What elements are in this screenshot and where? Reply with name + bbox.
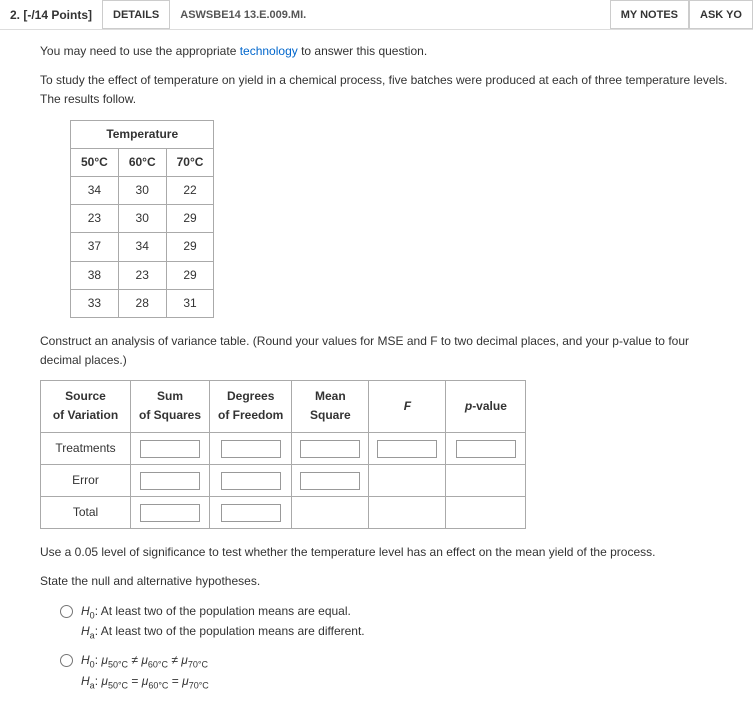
table-cell: 23 (118, 261, 166, 289)
reference-code: ASWSBE14 13.E.009.MI. (170, 9, 316, 21)
hypothesis-radio-a[interactable] (60, 605, 73, 618)
ask-teacher-button[interactable]: ASK YO (689, 0, 753, 29)
table-cell: 30 (118, 176, 166, 204)
group-header: Temperature (71, 120, 214, 148)
error-ms-input[interactable] (300, 472, 360, 490)
hypotheses-prompt: State the null and alternative hypothese… (40, 572, 733, 591)
table-row: 343022 (71, 176, 214, 204)
table-cell: 29 (166, 261, 214, 289)
error-df-input[interactable] (221, 472, 281, 490)
table-cell: 30 (118, 205, 166, 233)
my-notes-button[interactable]: MY NOTES (610, 0, 689, 29)
ha-line: Ha: μ50°C = μ60°C = μ70°C (81, 672, 209, 693)
question-body: You may need to use the appropriate tech… (0, 30, 753, 693)
anova-header-f: F (369, 381, 446, 432)
hypothesis-a-text: H0: At least two of the population means… (81, 602, 365, 644)
table-row: 373429 (71, 233, 214, 261)
table-cell: 31 (166, 289, 214, 317)
table-cell: 22 (166, 176, 214, 204)
details-button[interactable]: DETAILS (102, 0, 170, 29)
hypotheses-options: H0: At least two of the population means… (60, 602, 733, 693)
total-df-input[interactable] (221, 504, 281, 522)
hypothesis-radio-b[interactable] (60, 654, 73, 667)
h0-line: H0: μ50°C ≠ μ60°C ≠ μ70°C (81, 651, 209, 672)
anova-header-p: p-value (446, 381, 526, 432)
tech-prefix: You may need to use the appropriate (40, 44, 240, 58)
table-cell: 38 (71, 261, 119, 289)
table-cell: 28 (118, 289, 166, 317)
hypothesis-b-text: H0: μ50°C ≠ μ60°C ≠ μ70°C Ha: μ50°C = μ6… (81, 651, 209, 693)
col-header-60: 60°C (118, 148, 166, 176)
table-cell: 23 (71, 205, 119, 233)
table-cell: 34 (118, 233, 166, 261)
temperature-data-table: Temperature 50°C 60°C 70°C 343022 233029… (70, 120, 214, 318)
header-right: MY NOTES ASK YO (610, 0, 753, 29)
h0-line: H0: At least two of the population means… (81, 602, 365, 623)
anova-row-label: Treatments (41, 432, 131, 464)
anova-header-ms: MeanSquare (292, 381, 369, 432)
hypothesis-option-a[interactable]: H0: At least two of the population means… (60, 602, 733, 644)
treatments-ss-input[interactable] (140, 440, 200, 458)
error-ss-input[interactable] (140, 472, 200, 490)
hypothesis-option-b[interactable]: H0: μ50°C ≠ μ60°C ≠ μ70°C Ha: μ50°C = μ6… (60, 651, 733, 693)
anova-header-source: Sourceof Variation (41, 381, 131, 432)
table-cell: 29 (166, 233, 214, 261)
anova-row-total: Total (41, 497, 526, 529)
table-row: 332831 (71, 289, 214, 317)
treatments-f-input[interactable] (377, 440, 437, 458)
table-cell: 33 (71, 289, 119, 317)
table-cell: 37 (71, 233, 119, 261)
table-cell: 34 (71, 176, 119, 204)
technology-note: You may need to use the appropriate tech… (40, 42, 733, 61)
significance-text: Use a 0.05 level of significance to test… (40, 543, 733, 562)
treatments-df-input[interactable] (221, 440, 281, 458)
anova-table: Sourceof Variation Sumof Squares Degrees… (40, 380, 526, 529)
anova-instruction: Construct an analysis of variance table.… (40, 332, 733, 370)
points-label: 2. [-/14 Points] (0, 8, 102, 22)
anova-header-df: Degreesof Freedom (210, 381, 292, 432)
treatments-p-input[interactable] (456, 440, 516, 458)
anova-row-label: Total (41, 497, 131, 529)
anova-row-label: Error (41, 464, 131, 496)
ha-line: Ha: At least two of the population means… (81, 622, 365, 643)
table-row: 233029 (71, 205, 214, 233)
table-row: 382329 (71, 261, 214, 289)
table-cell: 29 (166, 205, 214, 233)
technology-link[interactable]: technology (240, 44, 298, 58)
anova-row-treatments: Treatments (41, 432, 526, 464)
col-header-50: 50°C (71, 148, 119, 176)
question-header: 2. [-/14 Points] DETAILS ASWSBE14 13.E.0… (0, 0, 753, 30)
header-left: 2. [-/14 Points] DETAILS ASWSBE14 13.E.0… (0, 0, 316, 29)
total-ss-input[interactable] (140, 504, 200, 522)
scenario-text: To study the effect of temperature on yi… (40, 71, 733, 109)
anova-row-error: Error (41, 464, 526, 496)
col-header-70: 70°C (166, 148, 214, 176)
treatments-ms-input[interactable] (300, 440, 360, 458)
anova-header-ss: Sumof Squares (131, 381, 210, 432)
tech-suffix: to answer this question. (298, 44, 427, 58)
